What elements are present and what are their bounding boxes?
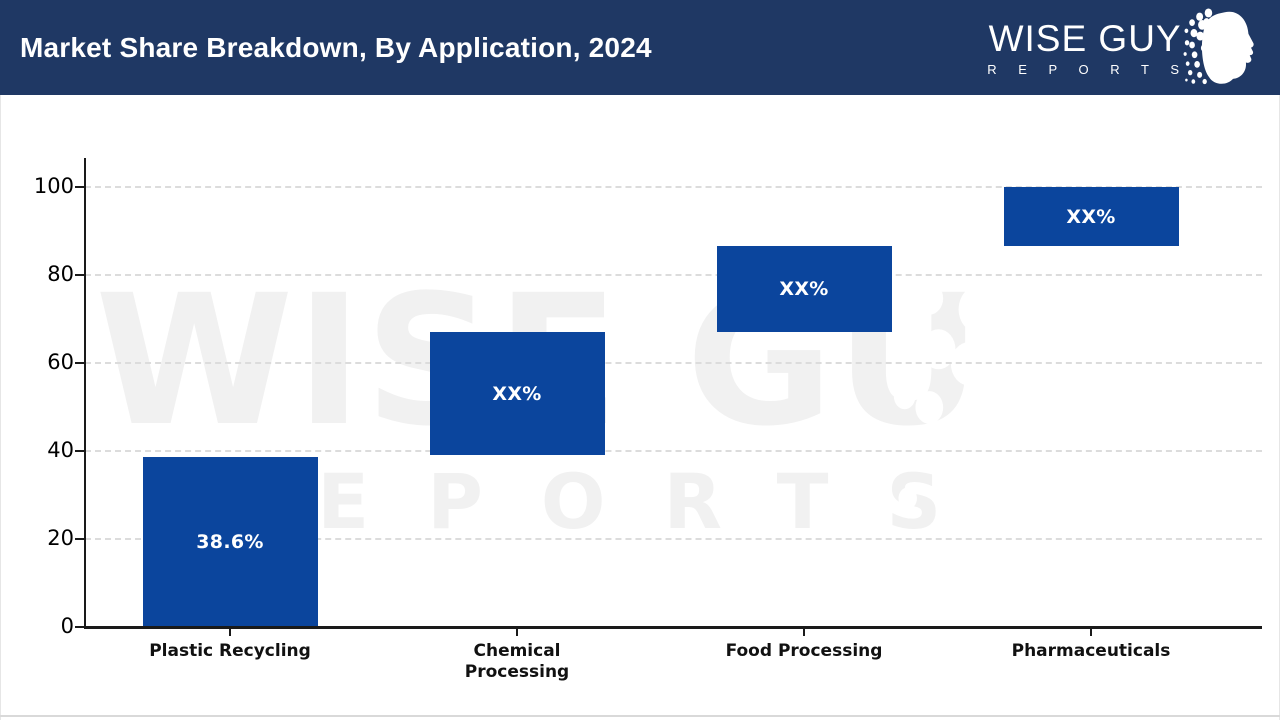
y-tick-label: 80 [47,262,74,286]
logo-text-reports: R E P O R T S [987,61,1188,77]
gridline-y80 [85,274,1262,276]
bar-plastic-recycling: 38.6% [142,457,318,627]
bar-value-label: 38.6% [196,531,264,554]
bar-pharmaceuticals: XX% [1003,187,1179,247]
x-category-label: Plastic Recycling [149,641,311,661]
wiseguy-logo: WISE GUY R E P O R T S [982,7,1256,89]
bar-value-label: XX% [492,382,542,405]
y-tick-label: 60 [47,350,74,374]
gridline-y40 [85,450,1262,452]
x-category-label: Food Processing [725,641,883,661]
watermark-face-icon [887,229,1231,599]
wiseguy-face-icon [1183,7,1254,84]
gridline-y100 [85,186,1262,188]
x-axis-line [84,626,1262,629]
bar-value-label: XX% [1066,205,1116,228]
y-tick-label: 100 [33,174,74,198]
y-tick-mark [75,362,85,364]
gridline-y60 [85,362,1262,364]
logo-text-wiseguy: WISE GUY [988,17,1182,59]
y-tick-label: 20 [47,526,74,550]
x-tick-mark [803,629,805,636]
header-bar: Market Share Breakdown, By Application, … [0,0,1280,95]
x-tick-mark [516,629,518,636]
x-tick-mark [229,629,231,636]
y-tick-mark [75,450,85,452]
y-tick-label: 40 [47,438,74,462]
bar-value-label: XX% [779,278,829,301]
y-tick-label: 0 [60,614,74,638]
y-axis-line [84,158,86,629]
y-tick-mark [75,274,85,276]
y-tick-mark [75,626,85,628]
logo-wordmark: WISE GUY R E P O R T S [982,20,1188,76]
x-tick-mark [1090,629,1092,636]
gridline-y20 [85,538,1262,540]
page-title: Market Share Breakdown, By Application, … [20,31,652,63]
bar-chemical-processing: XX% [429,332,605,456]
y-tick-mark [75,186,85,188]
x-category-label: Chemical Processing [464,641,570,683]
y-tick-mark [75,538,85,540]
bottom-border-line [0,715,1280,717]
x-category-label: Pharmaceuticals [1011,641,1171,661]
bar-food-processing: XX% [716,246,892,333]
